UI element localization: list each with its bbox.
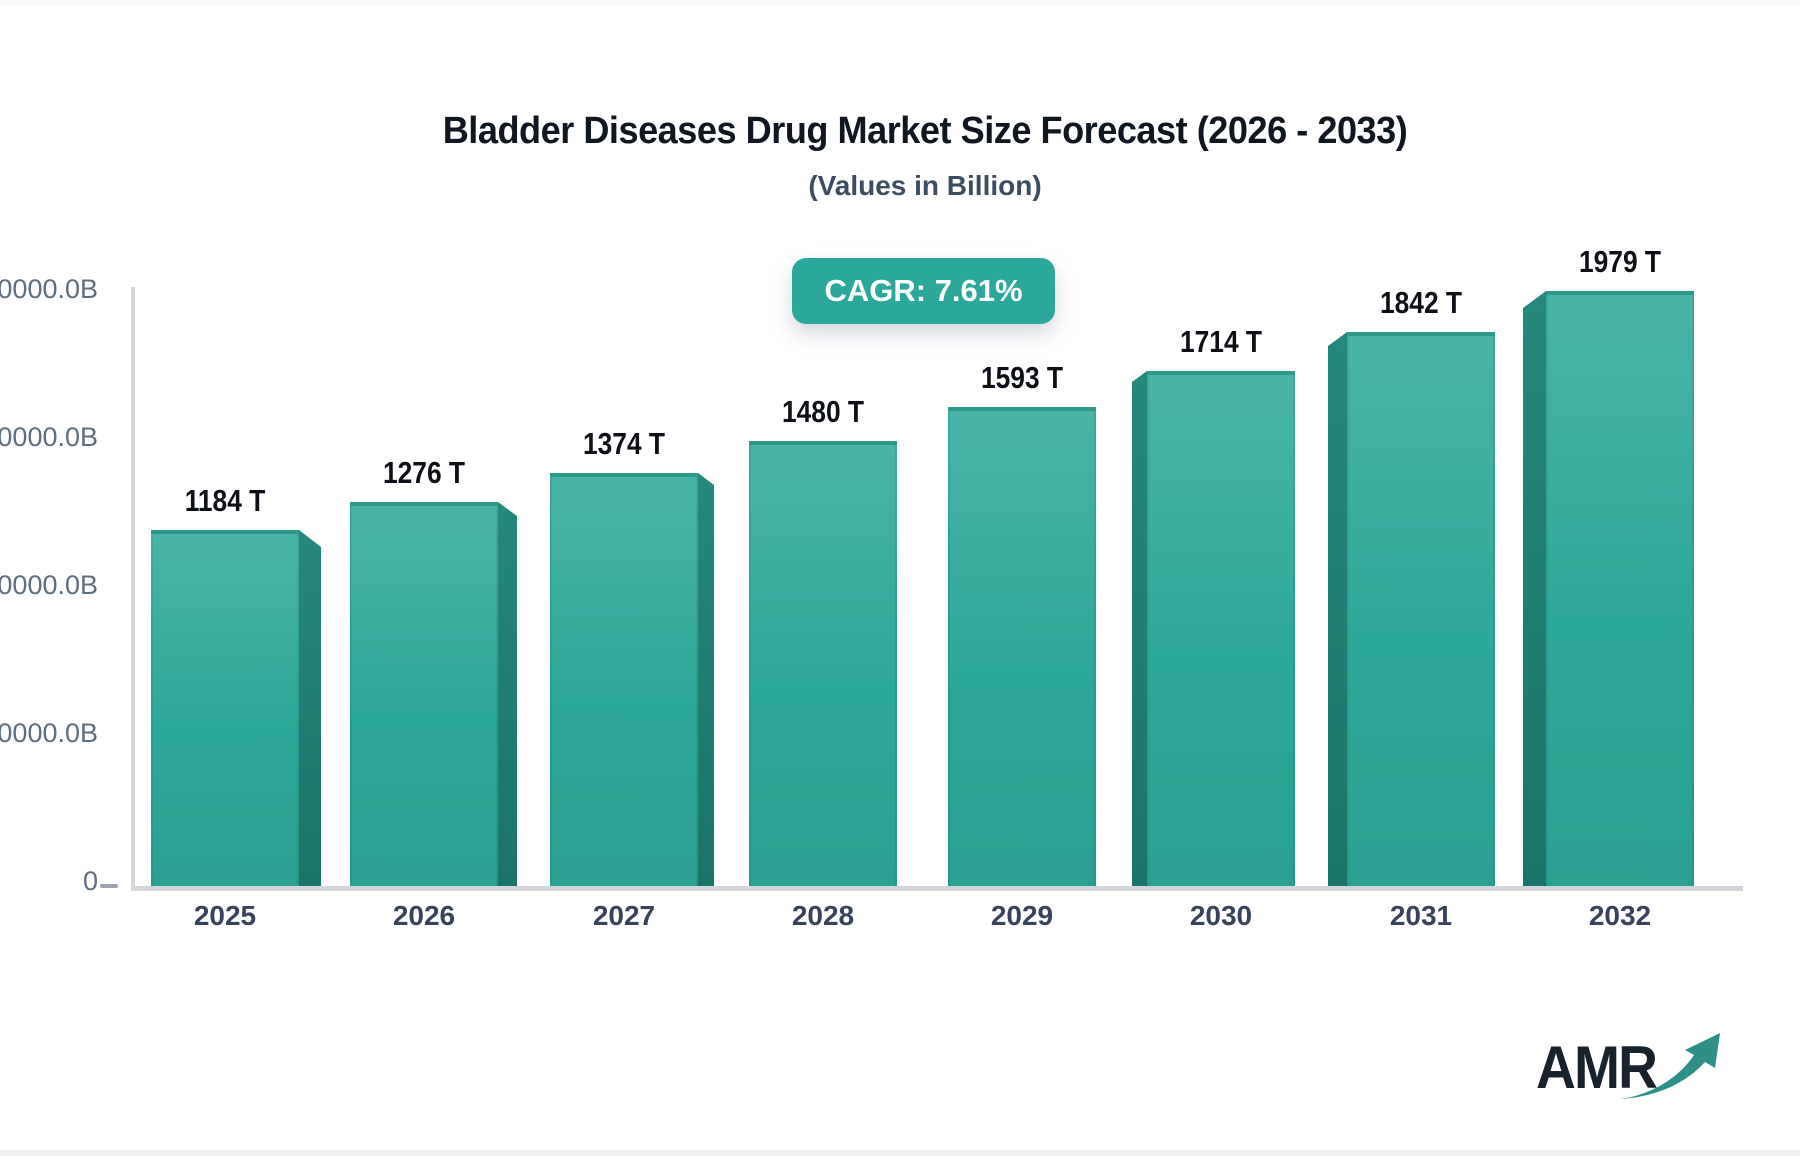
y-axis-tick-label: 0000.0B [0,422,98,452]
bar-2030 [1147,371,1295,886]
x-axis-line [131,886,1743,891]
bar-value-label: 1276 T [382,455,466,490]
bar-value-label: 1480 T [781,394,865,429]
x-axis-category-label: 2026 [392,900,456,931]
x-axis-category-label: 2029 [990,900,1054,931]
bar-side-face [1132,371,1147,886]
chart-title: Bladder Diseases Drug Market Size Foreca… [442,110,1408,152]
bar-value-label: 1714 T [1179,324,1263,359]
bar-side-face [1328,332,1347,886]
x-axis-category-label: 2028 [791,900,855,931]
x-axis-category-label: 2031 [1389,900,1453,931]
y-axis-tick-label: 0 [82,866,98,896]
bar-2026 [350,502,498,886]
amr-arrow-icon [1620,1033,1720,1099]
x-axis-category-label: 2032 [1588,900,1652,931]
top-border-strip [0,0,1800,5]
bottom-border-strip [0,1150,1800,1156]
bar-value-label: 1842 T [1379,285,1463,320]
chart-subtitle: (Values in Billion) [808,170,1042,201]
bar-side-face [299,530,321,886]
bar-value-label: 1593 T [980,360,1064,395]
y-axis-tick-label: 0000.0B [0,718,98,748]
bar-value-label: 1184 T [184,483,266,518]
bar-2032 [1546,291,1694,886]
bar-side-face [498,502,517,886]
cagr-badge: CAGR: 7.61% [792,258,1055,324]
bar-2031 [1347,332,1495,886]
y-axis-tick-label: 0000.0B [0,570,98,600]
bar-value-label: 1979 T [1578,244,1662,279]
amr-logo: AMR [1530,1025,1730,1115]
bar-2027 [550,473,698,886]
x-axis-category-label: 2030 [1189,900,1253,931]
y-axis-line [131,287,135,890]
zero-tick-dash [100,884,118,888]
x-axis-category-label: 2027 [592,900,656,931]
y-axis-tick-label: 0000.0B [0,274,98,304]
bar-2025 [151,530,299,886]
bar-value-label: 1374 T [582,426,666,461]
bar-2028 [749,441,897,886]
bar-side-face [698,473,714,886]
x-axis-category-label: 2025 [193,900,257,931]
bar-side-face [1523,291,1546,886]
amr-logo-text: AMR [1536,1034,1658,1101]
bar-2029 [948,407,1096,886]
